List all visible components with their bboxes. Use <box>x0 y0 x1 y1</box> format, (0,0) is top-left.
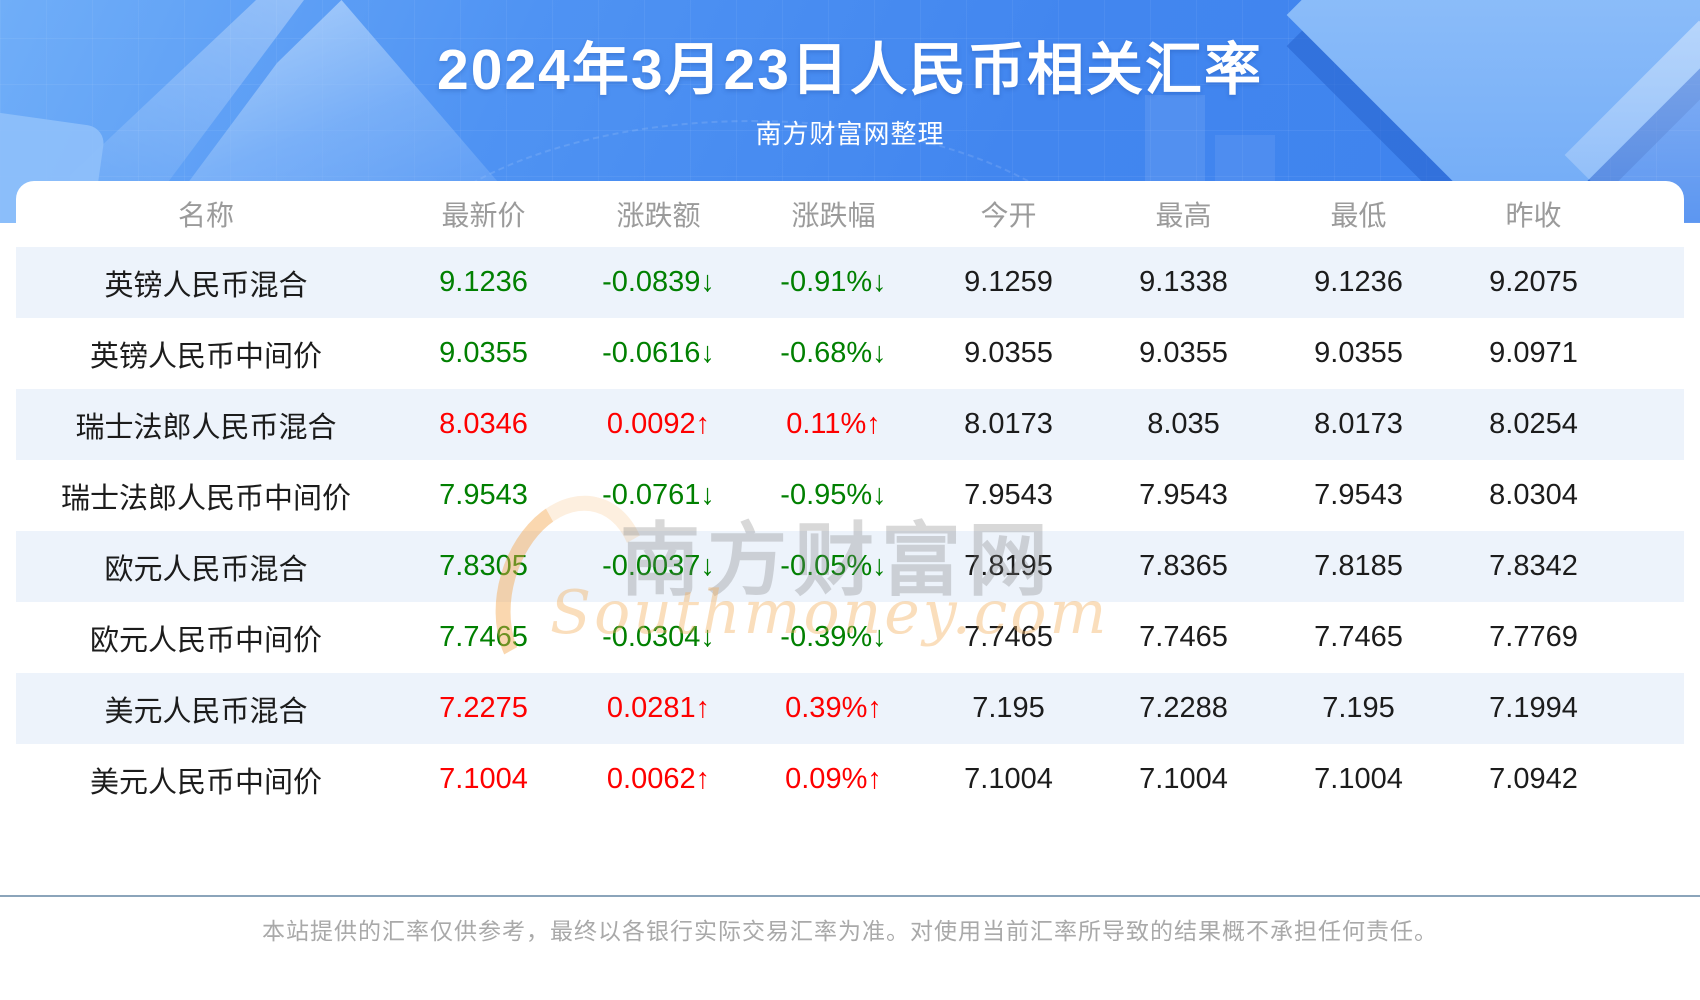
table-row: 欧元人民币混合 7.8305 -0.0037↓ -0.05%↓ 7.8195 7… <box>16 531 1684 602</box>
cell-open: 7.8195 <box>964 550 1053 582</box>
page-header: 2024年3月23日人民币相关汇率 南方财富网整理 <box>0 0 1700 223</box>
column-header-change-amount: 涨跌额 <box>616 200 701 231</box>
cell-open: 7.9543 <box>964 479 1053 511</box>
cell-prev-close: 7.7769 <box>1489 621 1578 653</box>
cell-change-amount: 0.0062↑ <box>606 763 711 795</box>
cell-low: 9.0355 <box>1314 337 1403 369</box>
rates-card: 名称 最新价 涨跌额 涨跌幅 今开 最高 最低 昨收 英镑人民币混合 9.123… <box>16 181 1684 895</box>
cell-open: 9.0355 <box>964 337 1053 369</box>
cell-change-amount: -0.0304↓ <box>602 621 715 653</box>
table-body: 英镑人民币混合 9.1236 -0.0839↓ -0.91%↓ 9.1259 9… <box>16 247 1684 815</box>
table-row: 瑞士法郎人民币混合 8.0346 0.0092↑ 0.11%↑ 8.0173 8… <box>16 389 1684 460</box>
cell-low: 7.1004 <box>1314 763 1403 795</box>
column-header-low: 最低 <box>1330 200 1387 231</box>
table-row: 英镑人民币中间价 9.0355 -0.0616↓ -0.68%↓ 9.0355 … <box>16 318 1684 389</box>
cell-change-percent: -0.39%↓ <box>780 621 887 653</box>
cell-prev-close: 7.8342 <box>1489 550 1578 582</box>
cell-high: 7.9543 <box>1139 479 1228 511</box>
cell-latest-price: 7.1004 <box>439 763 528 795</box>
column-header-name: 名称 <box>177 200 234 231</box>
cell-open: 7.1004 <box>964 763 1053 795</box>
cell-change-percent: 0.09%↑ <box>785 763 882 795</box>
table-row: 美元人民币中间价 7.1004 0.0062↑ 0.09%↑ 7.1004 7.… <box>16 744 1684 815</box>
column-header-change-percent: 涨跌幅 <box>791 200 876 231</box>
column-header-prev-close: 昨收 <box>1505 200 1562 231</box>
cell-prev-close: 8.0254 <box>1489 408 1578 440</box>
cell-open: 7.7465 <box>964 621 1053 653</box>
cell-high: 8.035 <box>1147 408 1220 440</box>
cell-low: 7.8185 <box>1314 550 1403 582</box>
cell-change-amount: -0.0616↓ <box>602 337 715 369</box>
cell-high: 7.8365 <box>1139 550 1228 582</box>
cell-name: 英镑人民币混合 <box>104 269 308 302</box>
cell-latest-price: 7.2275 <box>439 692 528 724</box>
cell-low: 7.195 <box>1322 692 1395 724</box>
table-row: 欧元人民币中间价 7.7465 -0.0304↓ -0.39%↓ 7.7465 … <box>16 602 1684 673</box>
footer-divider <box>0 895 1700 897</box>
table-row: 瑞士法郎人民币中间价 7.9543 -0.0761↓ -0.95%↓ 7.954… <box>16 460 1684 531</box>
cell-high: 9.0355 <box>1139 337 1228 369</box>
cell-change-percent: -0.05%↓ <box>780 550 887 582</box>
cell-change-amount: -0.0037↓ <box>602 550 715 582</box>
table-header-row: 名称 最新价 涨跌额 涨跌幅 今开 最高 最低 昨收 <box>16 181 1684 247</box>
cell-low: 9.1236 <box>1314 266 1403 298</box>
cell-change-percent: -0.68%↓ <box>780 337 887 369</box>
table-row: 美元人民币混合 7.2275 0.0281↑ 0.39%↑ 7.195 7.22… <box>16 673 1684 744</box>
cell-open: 8.0173 <box>964 408 1053 440</box>
cell-name: 美元人民币中间价 <box>89 766 322 799</box>
cell-prev-close: 7.1994 <box>1489 692 1578 724</box>
cell-low: 8.0173 <box>1314 408 1403 440</box>
cell-name: 美元人民币混合 <box>104 695 308 728</box>
cell-name: 瑞士法郎人民币混合 <box>75 411 337 444</box>
page-title: 2024年3月23日人民币相关汇率 <box>437 38 1263 102</box>
cell-latest-price: 9.0355 <box>439 337 528 369</box>
cell-high: 7.2288 <box>1139 692 1228 724</box>
cell-latest-price: 9.1236 <box>439 266 528 298</box>
cell-prev-close: 9.2075 <box>1489 266 1578 298</box>
cell-latest-price: 8.0346 <box>439 408 528 440</box>
cell-change-amount: -0.0761↓ <box>602 479 715 511</box>
cell-open: 9.1259 <box>964 266 1053 298</box>
cell-prev-close: 9.0971 <box>1489 337 1578 369</box>
cell-name: 瑞士法郎人民币中间价 <box>60 482 351 515</box>
cell-prev-close: 8.0304 <box>1489 479 1578 511</box>
cell-latest-price: 7.8305 <box>439 550 528 582</box>
cell-high: 7.7465 <box>1139 621 1228 653</box>
column-header-high: 最高 <box>1155 200 1212 231</box>
cell-name: 欧元人民币混合 <box>104 553 308 586</box>
column-header-open: 今开 <box>980 200 1037 231</box>
cell-change-amount: 0.0092↑ <box>606 408 711 440</box>
cell-name: 英镑人民币中间价 <box>89 340 322 373</box>
cell-change-amount: -0.0839↓ <box>602 266 715 298</box>
cell-latest-price: 7.9543 <box>439 479 528 511</box>
cell-low: 7.7465 <box>1314 621 1403 653</box>
cell-change-percent: 0.11%↑ <box>786 408 881 440</box>
cell-latest-price: 7.7465 <box>439 621 528 653</box>
cell-high: 7.1004 <box>1139 763 1228 795</box>
cell-high: 9.1338 <box>1139 266 1228 298</box>
table-row: 英镑人民币混合 9.1236 -0.0839↓ -0.91%↓ 9.1259 9… <box>16 247 1684 318</box>
cell-change-percent: -0.95%↓ <box>780 479 887 511</box>
page-subtitle: 南方财富网整理 <box>755 119 945 149</box>
cell-prev-close: 7.0942 <box>1489 763 1578 795</box>
cell-change-amount: 0.0281↑ <box>606 692 711 724</box>
cell-low: 7.9543 <box>1314 479 1403 511</box>
disclaimer-text: 本站提供的汇率仅供参考，最终以各银行实际交易汇率为准。对使用当前汇率所导致的结果… <box>262 918 1438 944</box>
column-header-latest-price: 最新价 <box>441 200 526 231</box>
cell-change-percent: -0.91%↓ <box>780 266 887 298</box>
cell-name: 欧元人民币中间价 <box>89 624 322 657</box>
cell-change-percent: 0.39%↑ <box>785 692 882 724</box>
cell-open: 7.195 <box>972 692 1045 724</box>
